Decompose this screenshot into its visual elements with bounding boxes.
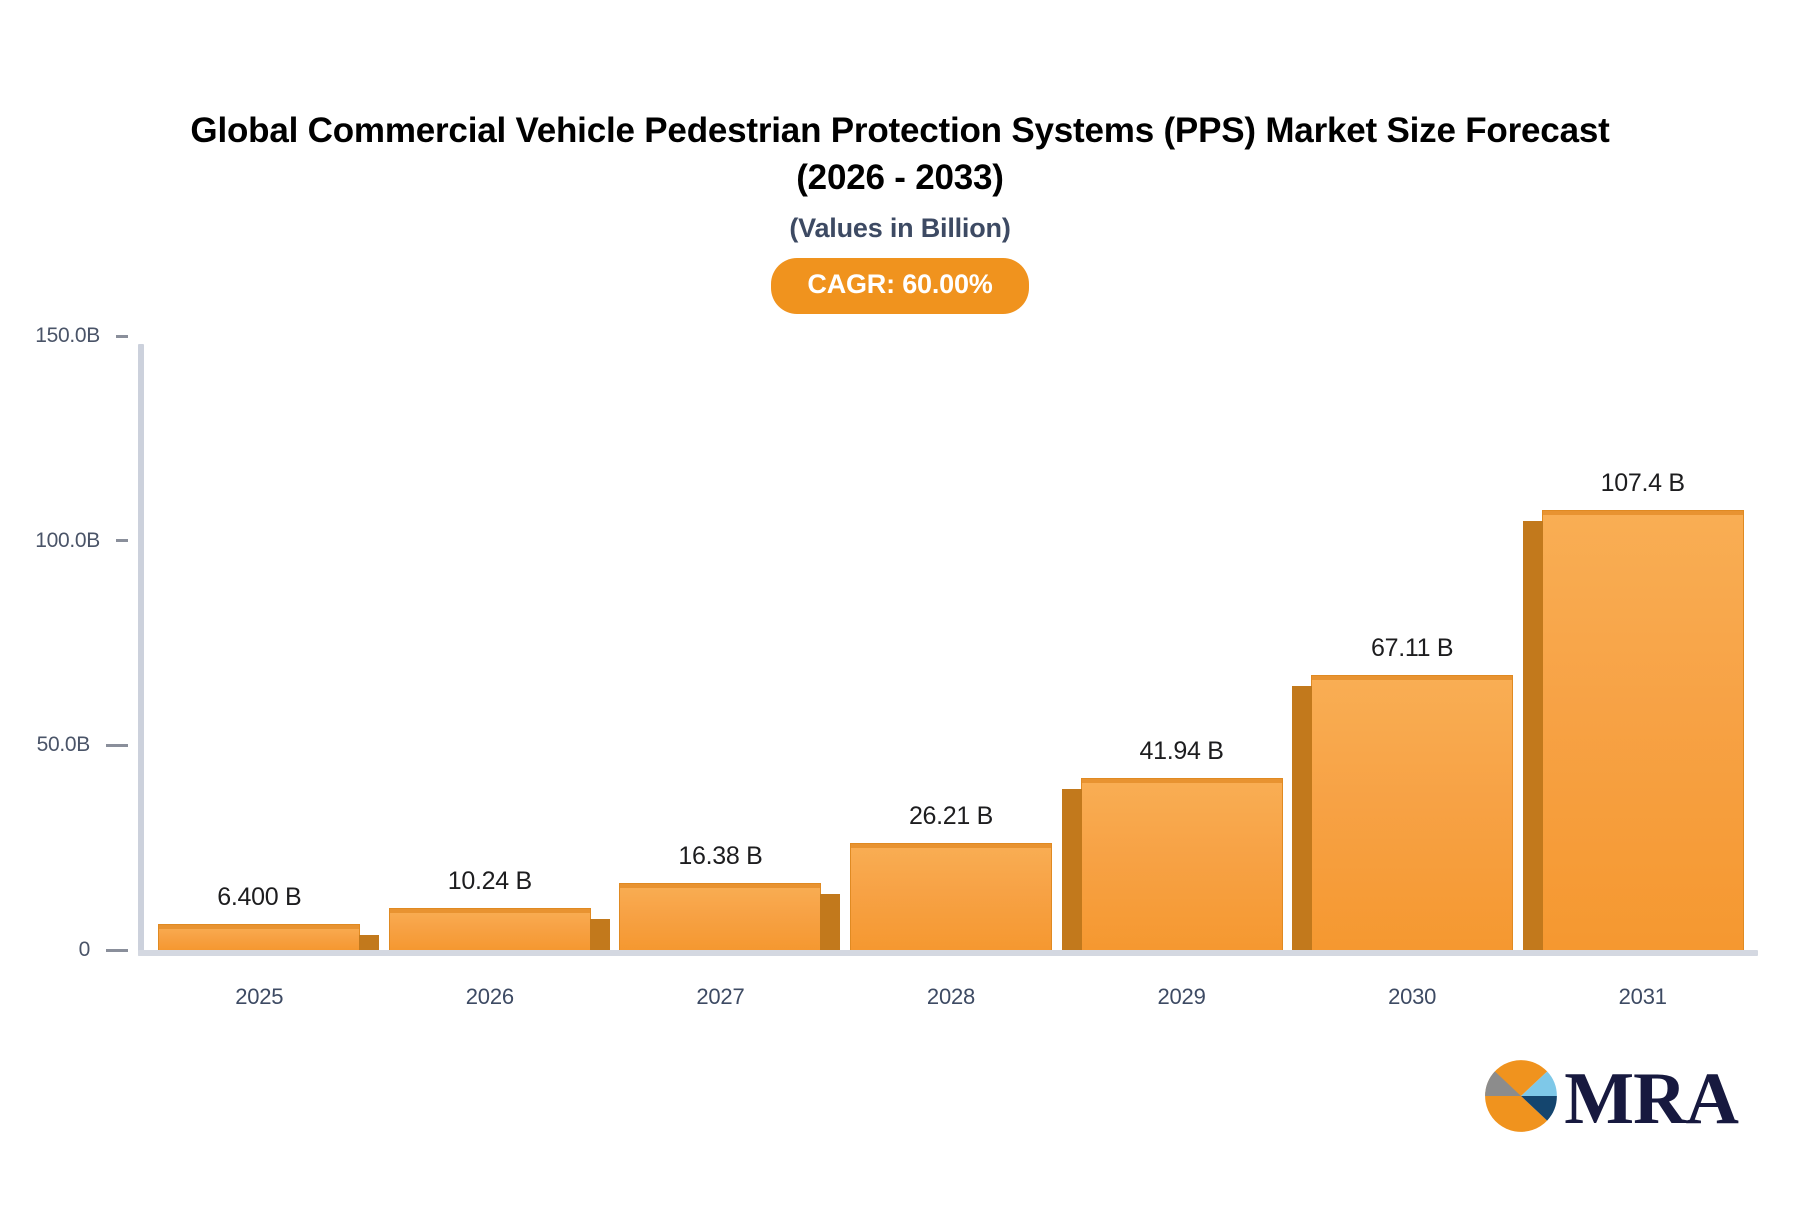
bar-side-face — [589, 919, 610, 950]
bar-side-face — [1292, 686, 1313, 950]
y-axis-line — [138, 344, 144, 956]
bar-top-cap — [1081, 779, 1282, 784]
bar-slot: 26.21 B 2028 — [850, 336, 1052, 1009]
bar-side-face — [820, 893, 841, 950]
bar[interactable]: 41.94 B — [1061, 737, 1283, 950]
bar-side-face — [1522, 521, 1543, 950]
bar-top-cap — [1542, 511, 1743, 516]
x-axis-tick-label: 2029 — [1157, 984, 1206, 1009]
x-axis-tick-label: 2028 — [926, 984, 976, 1009]
bar-value-label: 67.11 B — [1371, 634, 1454, 663]
title-block: Global Commercial Vehicle Pedestrian Pro… — [0, 108, 1800, 244]
bar[interactable]: 26.21 B — [850, 802, 1052, 950]
bar-slot: 6.400 B 2025 — [158, 336, 380, 1009]
bar-side-face — [359, 934, 380, 950]
bar[interactable]: 16.38 B — [619, 842, 841, 950]
bar-series: 6.400 B 2025 10.24 B 2026 16.38 B 2027 26.21 B… — [144, 330, 1758, 1009]
bar-value-label: 107.4 B — [1600, 469, 1685, 498]
y-axis-tick-mark — [106, 743, 128, 747]
bar-top-cap — [851, 843, 1051, 848]
x-axis-tick-label: 2026 — [465, 984, 514, 1009]
bar[interactable]: 10.24 B — [388, 867, 610, 950]
pie-chart-icon — [1482, 1057, 1560, 1140]
bar-value-label: 41.94 B — [1139, 737, 1224, 766]
bar-side-face — [1061, 789, 1082, 950]
y-axis-tick-mark — [116, 539, 128, 543]
bar-slot: 67.11 B 2030 — [1292, 336, 1514, 1009]
bar-value-label: 16.38 B — [678, 841, 763, 870]
bar-slot: 41.94 B 2029 — [1061, 336, 1283, 1009]
x-axis-tick-label: 2027 — [696, 984, 745, 1009]
chart-subtitle: (Values in Billion) — [789, 213, 1011, 244]
logo-wordmark: MRA — [1564, 1057, 1739, 1140]
x-axis-baseline — [138, 950, 1758, 956]
y-axis-tick-label: 50.0B — [36, 733, 91, 757]
bar[interactable]: 67.11 B — [1292, 634, 1514, 950]
bar[interactable]: 107.4 B — [1522, 469, 1744, 950]
bar-slot: 107.4 B 2031 — [1522, 336, 1744, 1009]
y-axis-tick-label: 0 — [78, 938, 91, 961]
x-axis-tick-label: 2025 — [235, 984, 284, 1009]
bar-slot: 16.38 B 2027 — [619, 336, 841, 1009]
plot-area: 0 50.0B 100.0B 150.0B 6.400 B 2025 10.24 B 202… — [0, 324, 1800, 1009]
cagr-badge: CAGR: 60.00% — [771, 258, 1029, 314]
bar-top-cap — [389, 909, 590, 914]
chart-title: Global Commercial Vehicle Pedestrian Pro… — [190, 111, 1610, 197]
bar-top-cap — [159, 924, 360, 929]
y-axis-tick-label: 150.0B — [35, 324, 100, 347]
y-axis-tick-label: 100.0B — [35, 528, 100, 552]
x-axis-tick-label: 2031 — [1618, 984, 1667, 1009]
bar-slot: 10.24 B 2026 — [388, 336, 610, 1009]
bar-top-cap — [620, 883, 821, 888]
bar-value-label: 10.24 B — [447, 867, 532, 896]
bar-top-cap — [1312, 676, 1513, 681]
x-axis-tick-label: 2030 — [1388, 984, 1437, 1009]
mra-logo: MRA — [1482, 1057, 1739, 1140]
cagr-badge-container: CAGR: 60.00% — [0, 258, 1800, 314]
y-axis-tick-mark — [106, 948, 128, 952]
bar-value-label: 6.400 B — [217, 882, 302, 911]
bar[interactable]: 6.400 B — [158, 883, 380, 950]
bar-value-label: 26.21 B — [908, 801, 994, 830]
y-axis-tick-mark — [116, 334, 128, 338]
